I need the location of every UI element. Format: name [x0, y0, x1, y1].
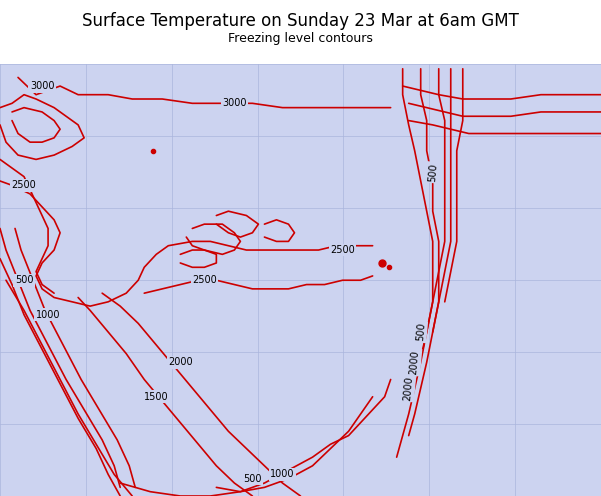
Text: 1500: 1500	[144, 392, 168, 402]
Text: 2500: 2500	[330, 245, 355, 255]
Text: 500: 500	[243, 474, 261, 484]
Text: Freezing level contours: Freezing level contours	[228, 32, 373, 45]
Text: 3000: 3000	[30, 81, 54, 91]
Text: 2500: 2500	[192, 275, 217, 285]
Text: 500: 500	[15, 275, 33, 285]
Text: 2000: 2000	[403, 375, 415, 401]
Text: 1000: 1000	[270, 469, 294, 480]
Text: 1000: 1000	[36, 310, 60, 320]
Text: 3000: 3000	[222, 98, 246, 108]
Text: 500: 500	[427, 163, 439, 182]
Text: Surface Temperature on Sunday 23 Mar at 6am GMT: Surface Temperature on Sunday 23 Mar at …	[82, 12, 519, 30]
Text: 2000: 2000	[409, 350, 421, 375]
Text: 500: 500	[415, 322, 427, 342]
Text: 2000: 2000	[168, 357, 192, 367]
Text: 2500: 2500	[11, 181, 37, 190]
